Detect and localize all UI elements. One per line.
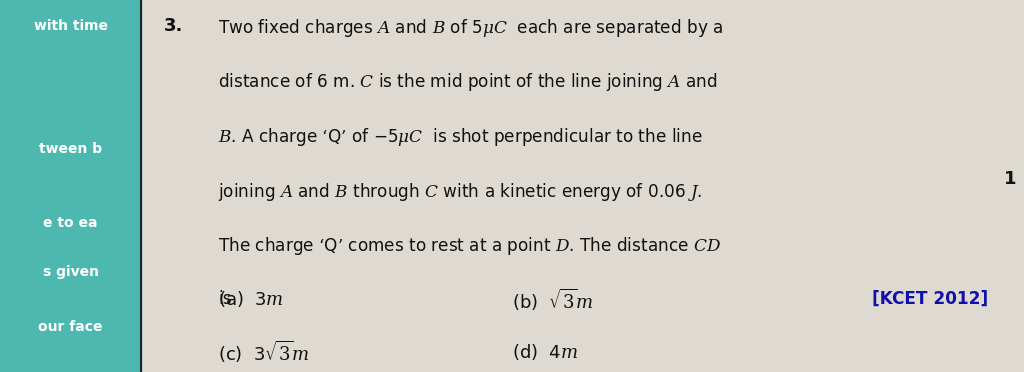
Text: 1: 1: [1005, 170, 1017, 187]
Text: distance of 6 m. $\mathit{C}$ is the mid point of the line joining $\mathit{A}$ : distance of 6 m. $\mathit{C}$ is the mid…: [218, 71, 718, 93]
Text: joining $\mathit{A}$ and $\mathit{B}$ through $\mathit{C}$ with a kinetic energy: joining $\mathit{A}$ and $\mathit{B}$ th…: [218, 181, 702, 203]
Text: our face: our face: [39, 320, 102, 334]
Text: The charge ‘Q’ comes to rest at a point $\mathit{D}$. The distance $\mathit{CD}$: The charge ‘Q’ comes to rest at a point …: [218, 235, 721, 257]
Text: is: is: [218, 290, 231, 308]
Bar: [0, 0, 141, 372]
Text: s given: s given: [43, 264, 98, 279]
Text: Two fixed charges $\mathit{A}$ and $\mathit{B}$ of 5$\mu$$\mathit{C}$  each are : Two fixed charges $\mathit{A}$ and $\mat…: [218, 17, 723, 39]
Text: e to ea: e to ea: [43, 216, 98, 230]
Text: (c)  3$\sqrt{3}$$\mathit{m}$: (c) 3$\sqrt{3}$$\mathit{m}$: [218, 339, 309, 365]
Text: (a)  3$\mathit{m}$: (a) 3$\mathit{m}$: [218, 289, 284, 310]
Text: [KCET 2012]: [KCET 2012]: [871, 290, 988, 308]
Text: $\mathit{B}$. A charge ‘Q’ of −5$\mu$$\mathit{C}$  is shot perpendicular to the : $\mathit{B}$. A charge ‘Q’ of −5$\mu$$\m…: [218, 126, 702, 148]
Text: 3.: 3.: [164, 17, 183, 35]
Text: with time: with time: [34, 19, 108, 33]
Text: (d)  4$\mathit{m}$: (d) 4$\mathit{m}$: [512, 341, 579, 362]
Text: tween b: tween b: [39, 142, 102, 156]
Text: (b)  $\sqrt{3}$$\mathit{m}$: (b) $\sqrt{3}$$\mathit{m}$: [512, 286, 594, 312]
